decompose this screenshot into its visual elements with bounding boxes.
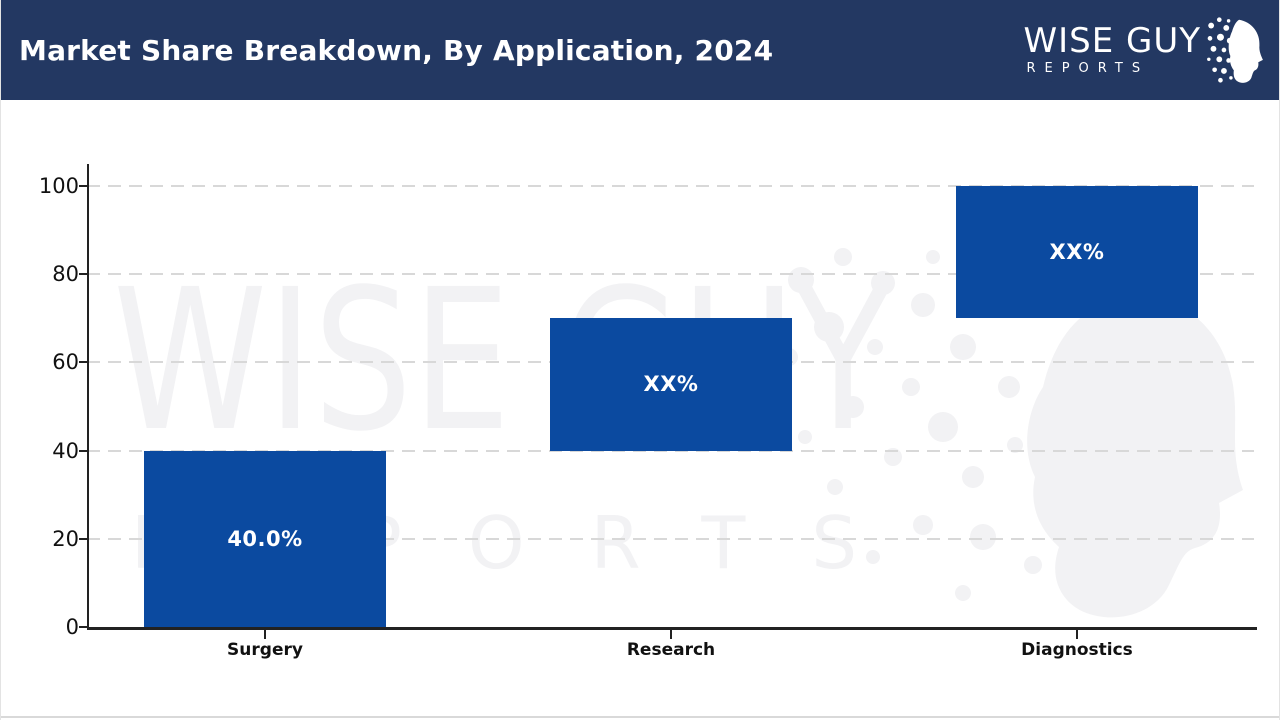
y-tick-mark: [79, 185, 87, 187]
y-tick-label: 20: [52, 526, 79, 551]
bar-value-label: XX%: [1049, 240, 1105, 265]
logo-face-icon: [1207, 17, 1263, 83]
y-tick-mark: [79, 361, 87, 364]
header-bar: Market Share Breakdown, By Application, …: [1, 0, 1279, 100]
x-tick-mark: [670, 630, 672, 639]
gridline-y80: [87, 273, 1254, 276]
gridline-y20: [87, 537, 1254, 540]
x-tick-mark: [264, 630, 266, 639]
y-tick-label: 100: [38, 174, 79, 198]
y-tick-label: 0: [65, 615, 79, 639]
y-tick-mark: [79, 273, 87, 276]
logo-wiseguy-text: WISE GUY: [1023, 21, 1201, 62]
bar-value-label: XX%: [643, 372, 699, 397]
x-category-label-surgery: Surgery: [227, 640, 303, 660]
x-tick-mark: [1076, 630, 1078, 639]
bar-research: XX%: [550, 318, 792, 451]
y-tick-mark: [79, 449, 87, 452]
wiseguy-logo: WISE GUY REPORTS: [1023, 6, 1267, 94]
bottom-border-line: [1, 716, 1279, 718]
y-tick-mark: [79, 537, 87, 540]
x-category-label-diagnostics: Diagnostics: [1021, 640, 1133, 660]
y-tick-mark: [79, 626, 87, 628]
y-axis-line: [87, 164, 89, 630]
x-axis-line: [87, 627, 1257, 630]
gridline-y100: [87, 185, 1254, 187]
chart-title: Market Share Breakdown, By Application, …: [19, 33, 774, 67]
watermark-face-dots-icon: [780, 248, 1243, 618]
bar-diagnostics: XX%: [956, 186, 1198, 319]
y-tick-label: 40: [52, 438, 79, 463]
logo-text: WISE GUY REPORTS: [1023, 21, 1201, 76]
bar-surgery: 40.0%: [144, 450, 386, 627]
x-category-label-research: Research: [626, 640, 716, 660]
bar-value-label: 40.0%: [227, 526, 303, 551]
gridline-y40: [87, 449, 1254, 452]
y-tick-label: 60: [52, 350, 79, 375]
y-tick-label: 80: [52, 262, 79, 287]
logo-reports-text: REPORTS: [1026, 60, 1150, 76]
